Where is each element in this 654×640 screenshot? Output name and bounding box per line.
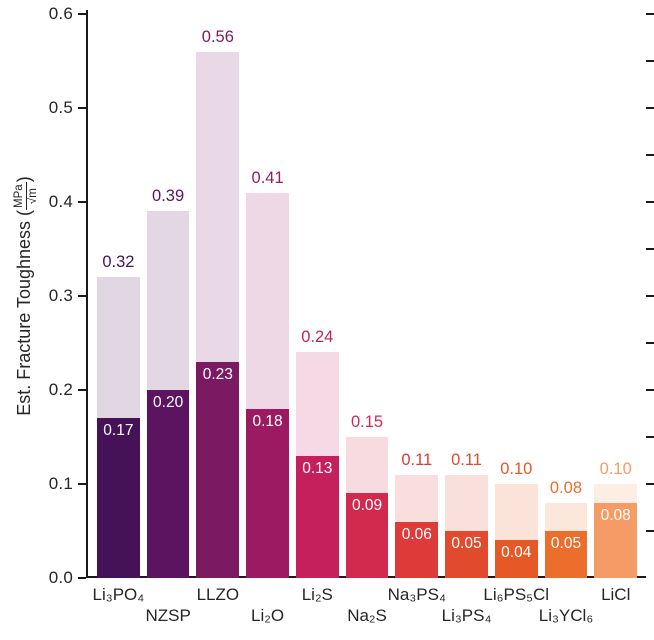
y-tick-mark <box>78 201 86 204</box>
right-tick-mark <box>646 201 654 204</box>
x-category-label: Na₂S <box>347 606 387 625</box>
bar-group: 0.24 0.13 Li₂S <box>295 14 339 604</box>
bar-lower-estimate <box>146 390 190 578</box>
y-axis-unit-fraction: MPa √m <box>13 182 40 210</box>
upper-value-label: 0.10 <box>599 460 632 479</box>
bar-group: 0.10 0.04 Li₆PS₅Cl <box>483 14 549 604</box>
bar-lower-estimate <box>97 418 140 578</box>
bar-group: 0.08 0.05 Li₃YCl₆ <box>539 14 593 625</box>
x-category-label: NZSP <box>145 606 191 625</box>
y-tick-label: 0.5 <box>48 98 73 117</box>
plot-area: 0.0 0.1 0.2 0.3 0.4 0.5 0.6 0.32 0.17 Li₃PO₄ 0.39… <box>49 4 654 625</box>
bar-lower-estimate <box>345 493 389 578</box>
x-category-label: Li₃PO₄ <box>92 585 145 604</box>
right-minor-ticks <box>88 13 654 578</box>
y-axis-unit: (MPa √m) <box>13 176 39 216</box>
y-axis-line <box>86 10 88 578</box>
y-tick-mark <box>78 13 86 15</box>
upper-value-label: 0.10 <box>500 460 533 479</box>
x-category-label: Li₃PS₄ <box>441 606 492 625</box>
lower-value-label: 0.13 <box>302 459 333 477</box>
x-category-label: LiCl <box>601 585 631 604</box>
y-tick-mark <box>78 389 86 392</box>
bar-lower-estimate <box>246 408 289 578</box>
y-tick-label: 0.3 <box>48 286 73 305</box>
y-tick-label: 0.0 <box>48 568 73 587</box>
y-tick-mark <box>78 295 86 297</box>
right-tick-mark <box>646 389 654 392</box>
right-tick-mark <box>646 436 654 438</box>
right-tick-mark <box>646 295 654 297</box>
x-category-label: Na₃PS₄ <box>387 585 446 604</box>
bar-lower-estimate <box>494 540 538 578</box>
bar-group: 0.11 0.05 Li₃PS₄ <box>442 14 492 625</box>
upper-value-label: 0.15 <box>350 413 384 431</box>
y-axis-unit-open: ( <box>14 209 35 216</box>
right-tick-mark <box>646 154 654 156</box>
y-ticks: 0.0 0.1 0.2 0.3 0.4 0.5 0.6 <box>49 4 646 587</box>
y-axis-unit-denominator: √m <box>26 188 39 205</box>
x-category-label: Li₂S <box>301 585 333 604</box>
bar-group: 0.11 0.06 Na₃PS₄ <box>388 14 446 604</box>
x-category-label: Li₂O <box>251 606 285 625</box>
lower-value-label: 0.09 <box>351 497 383 515</box>
lower-value-label: 0.05 <box>550 535 582 552</box>
y-tick-mark <box>78 107 86 109</box>
right-tick-mark <box>646 107 654 109</box>
right-tick-mark <box>646 483 654 486</box>
x-category-label: LLZO <box>196 585 240 604</box>
lower-value-label: 0.23 <box>202 365 233 383</box>
x-category-label: Li₃YCl₆ <box>538 606 594 625</box>
upper-value-label: 0.11 <box>451 450 482 469</box>
upper-value-label: 0.41 <box>251 168 284 187</box>
y-tick-label: 0.4 <box>48 192 73 211</box>
lower-value-label: 0.18 <box>252 412 283 430</box>
y-axis-title: Est. Fracture Toughness (MPa √m) <box>13 16 39 576</box>
bar-lower-estimate <box>594 502 638 578</box>
lower-value-label: 0.17 <box>103 422 134 440</box>
bar-lower-estimate <box>395 521 439 578</box>
bars: 0.32 0.17 Li₃PO₄ 0.39 0.20 NZSP 0.56 0.23 LLZO 0.… <box>88 14 646 625</box>
y-axis-unit-close: ) <box>14 176 35 183</box>
bar-group: 0.56 0.23 LLZO <box>196 14 240 604</box>
y-tick-label: 0.1 <box>48 474 73 493</box>
right-tick-mark <box>646 13 654 15</box>
upper-value-label: 0.24 <box>301 328 334 347</box>
bar-group: 0.41 0.18 Li₂O <box>246 14 289 625</box>
y-axis-title-text: Est. Fracture Toughness <box>14 220 35 416</box>
right-tick-mark <box>646 60 654 62</box>
right-tick-mark <box>646 248 654 250</box>
bar-group: 0.15 0.09 Na₂S <box>345 14 389 625</box>
lower-value-label: 0.04 <box>501 544 532 562</box>
lower-value-label: 0.06 <box>401 525 432 543</box>
y-tick-label: 0.2 <box>48 380 73 399</box>
y-tick-label: 0.6 <box>48 4 73 23</box>
y-axis-unit-numerator: MPa <box>13 182 27 210</box>
right-tick-mark <box>646 342 654 344</box>
lower-value-label: 0.05 <box>451 535 482 552</box>
bar-lower-estimate <box>445 531 488 578</box>
upper-value-label: 0.11 <box>401 450 433 469</box>
bar-lower-estimate <box>196 361 240 578</box>
upper-value-label: 0.56 <box>201 27 234 46</box>
x-category-label: Li₆PS₅Cl <box>483 585 550 604</box>
bar-lower-estimate <box>295 455 339 578</box>
bar-group: 0.10 0.08 LiCl <box>594 14 638 604</box>
bar-group: 0.39 0.20 NZSP <box>145 14 190 625</box>
bar-lower-estimate <box>544 531 588 578</box>
upper-value-label: 0.32 <box>102 253 135 272</box>
right-tick-mark <box>646 530 654 533</box>
lower-value-label: 0.20 <box>153 393 184 411</box>
upper-value-label: 0.39 <box>152 187 185 206</box>
y-tick-mark <box>78 577 86 579</box>
y-tick-mark <box>78 483 86 486</box>
bar-group: 0.32 0.17 Li₃PO₄ <box>93 14 145 604</box>
lower-value-label: 0.08 <box>600 506 631 524</box>
upper-value-label: 0.08 <box>549 478 583 497</box>
